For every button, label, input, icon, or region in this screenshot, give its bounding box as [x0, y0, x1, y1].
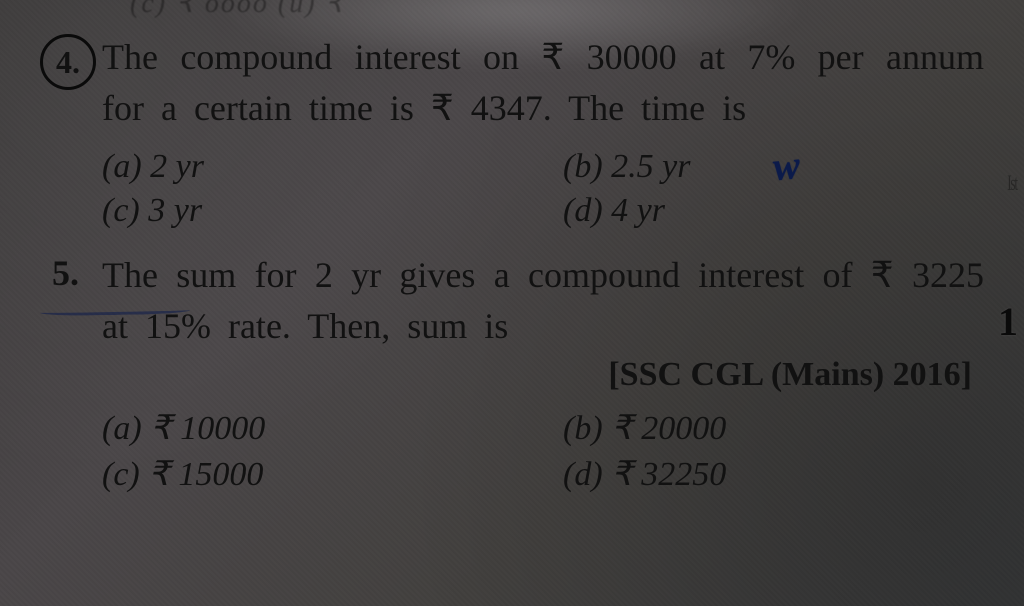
- question-4-number: 4.: [56, 44, 80, 81]
- q4-option-a-text: 2 yr: [150, 148, 204, 185]
- question-5-text: The sum for 2 yr gives a compound intere…: [102, 250, 984, 352]
- q5-option-a-text: ₹ 10000: [150, 410, 265, 447]
- q4-option-d-text: 4 yr: [611, 192, 665, 229]
- question-5-number: 5.: [52, 252, 79, 294]
- question-4-number-circle: 4.: [40, 34, 96, 90]
- q5-option-a: (a) ₹ 10000: [102, 408, 523, 448]
- q5-option-d: (d) ₹ 32250: [563, 454, 984, 494]
- pen-mark-w-icon: w: [771, 141, 802, 190]
- q4-option-b-text: 2.5 yr: [611, 148, 690, 185]
- q4-option-c-text: 3 yr: [148, 192, 202, 229]
- question-5: 5. The sum for 2 yr gives a compound int…: [40, 250, 984, 494]
- q4-option-b: (b) 2.5 yr w: [563, 148, 984, 186]
- question-5-source-tag: [SSC CGL (Mains) 2016]: [102, 356, 984, 394]
- right-page-bleed-number: 1: [998, 298, 1018, 345]
- page-content: (c) ₹ oooo (u) ₹ 4. The compound interes…: [10, 10, 1014, 596]
- question-5-options: (a) ₹ 10000 (b) ₹ 20000 (c) ₹ 15000 (d) …: [102, 408, 984, 494]
- q5-option-b-text: ₹ 20000: [611, 410, 726, 447]
- q5-option-c: (c) ₹ 15000: [102, 454, 523, 494]
- question-4-text: The compound interest on ₹ 30000 at 7% p…: [102, 32, 984, 134]
- question-4-options: (a) 2 yr (b) 2.5 yr w (c) 3 yr (d) 4 yr: [102, 148, 984, 230]
- right-page-bleed-text: Ist: [1007, 170, 1017, 196]
- question-4: 4. The compound interest on ₹ 30000 at 7…: [40, 32, 984, 230]
- q5-option-b: (b) ₹ 20000: [563, 408, 984, 448]
- q4-option-a: (a) 2 yr: [102, 148, 523, 186]
- q5-option-d-text: ₹ 32250: [611, 456, 726, 493]
- previous-page-bleed: (c) ₹ oooo (u) ₹: [130, 0, 345, 20]
- q4-option-d: (d) 4 yr: [563, 192, 984, 230]
- q5-option-c-text: ₹ 15000: [148, 456, 263, 493]
- q4-option-c: (c) 3 yr: [102, 192, 523, 230]
